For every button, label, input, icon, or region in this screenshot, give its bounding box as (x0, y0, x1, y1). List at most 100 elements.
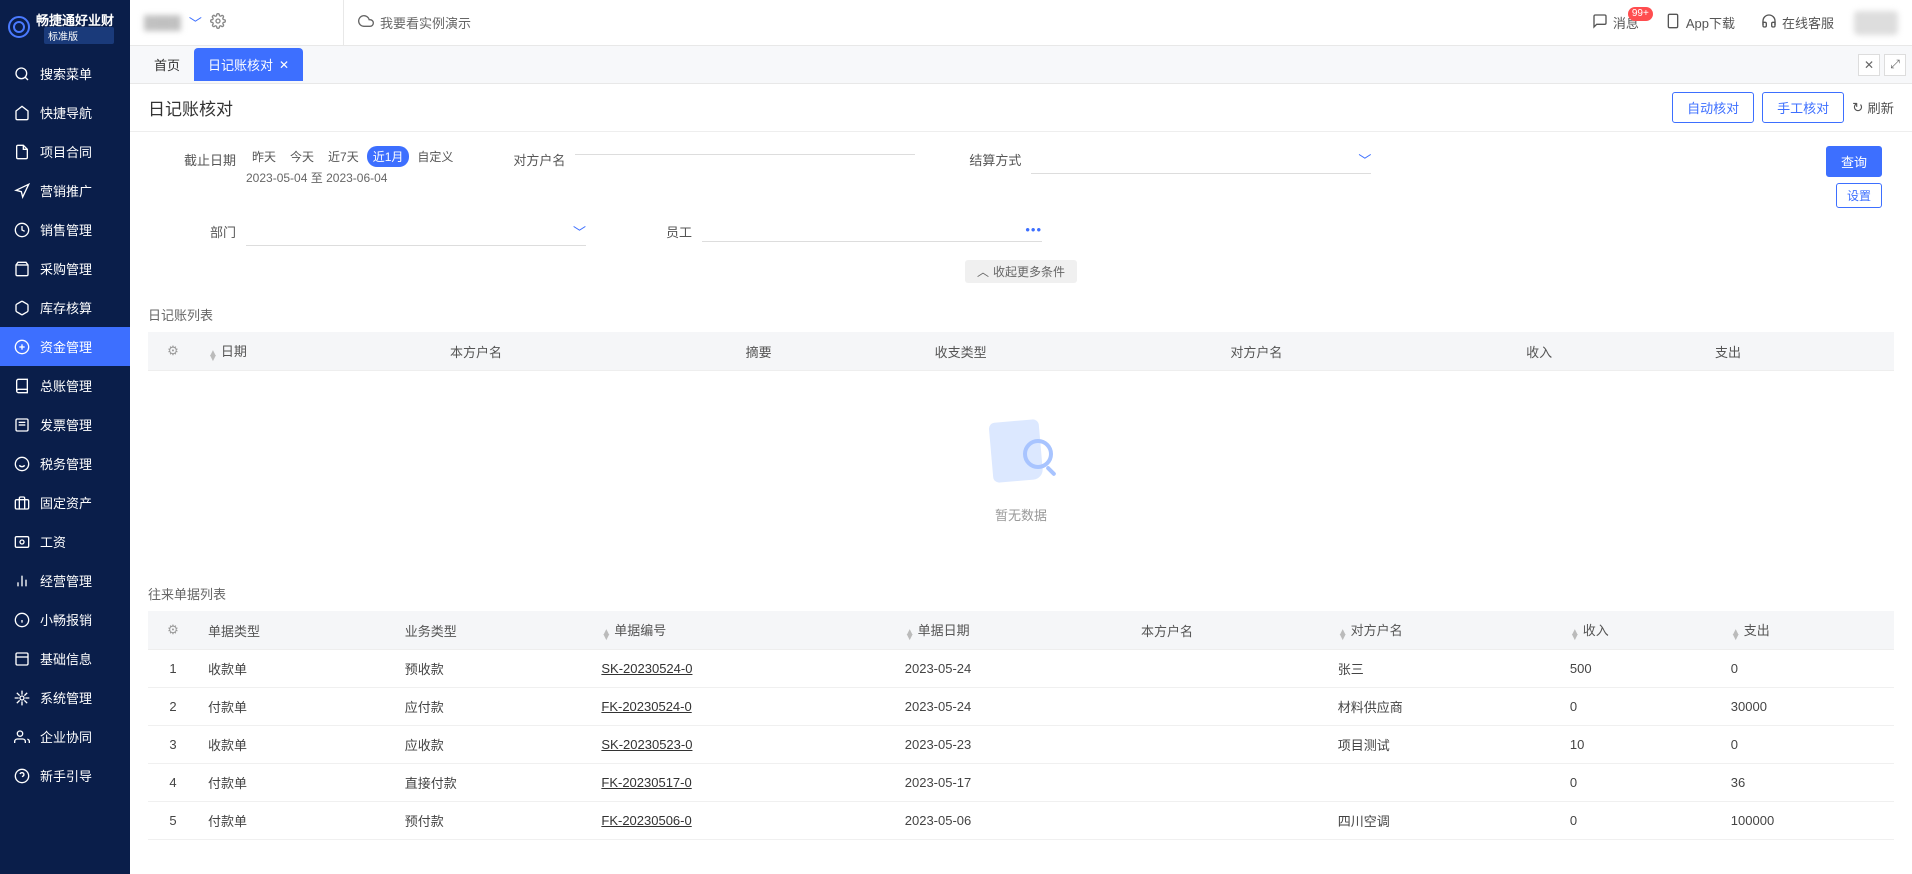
sidebar-item-salary[interactable]: 工资 (0, 522, 130, 561)
sidebar-item-label: 库存核算 (40, 298, 92, 317)
avatar[interactable] (1854, 11, 1898, 35)
cell-doc-no[interactable]: FK-20230524-0 (591, 688, 894, 726)
sidebar-item-ledger[interactable]: 总账管理 (0, 366, 130, 405)
ledger-icon (14, 378, 30, 394)
cell-doc-no[interactable]: SK-20230523-0 (591, 726, 894, 764)
cell-date: 2023-05-24 (895, 650, 1131, 688)
sidebar-item-label: 项目合同 (40, 142, 92, 161)
bills-col-6[interactable]: ▲▼收入 (1560, 611, 1721, 650)
sidebar-item-fund[interactable]: 资金管理 (0, 327, 130, 366)
cell-our (1131, 802, 1328, 840)
sidebar-item-corp[interactable]: 企业协同 (0, 717, 130, 756)
refresh-button[interactable]: ↻ 刷新 (1852, 98, 1894, 117)
logo-icon (8, 16, 30, 38)
journal-col-5[interactable]: 收入 (1516, 332, 1705, 371)
date-preset-3[interactable]: 近1月 (367, 146, 410, 167)
refresh-icon: ↻ (1852, 100, 1863, 116)
sort-icon: ▲▼ (1570, 630, 1580, 640)
bills-col-1[interactable]: 业务类型 (395, 611, 592, 650)
table-row[interactable]: 2付款单应付款FK-20230524-02023-05-24材料供应商03000… (148, 688, 1894, 726)
tab-1[interactable]: 日记账核对✕ (194, 48, 303, 81)
sidebar-item-sales[interactable]: 销售管理 (0, 210, 130, 249)
collapse-filters-button[interactable]: ︿ 收起更多条件 (965, 260, 1077, 283)
journal-col-6[interactable]: 支出 (1705, 332, 1894, 371)
date-preset-2[interactable]: 近7天 (322, 146, 365, 167)
cell-biz-type: 应收款 (395, 726, 592, 764)
cell-doc-no[interactable]: FK-20230517-0 (591, 764, 894, 802)
employee-select[interactable]: ••• (702, 218, 1042, 242)
sidebar-item-sys[interactable]: 系统管理 (0, 678, 130, 717)
manual-check-button[interactable]: 手工核对 (1762, 92, 1844, 123)
bills-col-5[interactable]: ▲▼对方户名 (1328, 611, 1560, 650)
tab-close-all[interactable]: ✕ (1858, 54, 1880, 76)
dept-select[interactable]: ﹀ (246, 218, 586, 246)
bills-col-7[interactable]: ▲▼支出 (1721, 611, 1894, 650)
settle-select[interactable]: ﹀ (1031, 146, 1371, 174)
table-row[interactable]: 1收款单预收款SK-20230524-02023-05-24张三5000 (148, 650, 1894, 688)
sidebar-item-label: 总账管理 (40, 376, 92, 395)
date-presets: 昨天今天近7天近1月自定义 (246, 146, 459, 167)
demo-link[interactable]: 我要看实例演示 (358, 13, 471, 32)
date-preset-4[interactable]: 自定义 (411, 146, 459, 167)
fund-icon (14, 339, 30, 355)
sidebar-item-label: 税务管理 (40, 454, 92, 473)
table-row[interactable]: 4付款单直接付款FK-20230517-02023-05-17036 (148, 764, 1894, 802)
journal-title: 日记账列表 (148, 305, 1894, 324)
table-row[interactable]: 3收款单应收款SK-20230523-02023-05-23项目测试100 (148, 726, 1894, 764)
gear-column[interactable]: ⚙ (148, 611, 198, 650)
setting-button[interactable]: 设置 (1836, 183, 1882, 208)
row-num: 5 (148, 802, 198, 840)
app-download-button[interactable]: App下载 (1659, 13, 1741, 32)
cell-doc-type: 付款单 (198, 764, 395, 802)
sidebar-item-home[interactable]: 快捷导航 (0, 93, 130, 132)
table-row[interactable]: 5付款单预付款FK-20230506-02023-05-06四川空调010000… (148, 802, 1894, 840)
bills-col-2[interactable]: ▲▼单据编号 (591, 611, 894, 650)
cell-out: 0 (1721, 726, 1894, 764)
bills-col-0[interactable]: 单据类型 (198, 611, 395, 650)
cell-biz-type: 直接付款 (395, 764, 592, 802)
sidebar-item-stock[interactable]: 库存核算 (0, 288, 130, 327)
sidebar-item-guide[interactable]: 新手引导 (0, 756, 130, 795)
sidebar-item-asset[interactable]: 固定资产 (0, 483, 130, 522)
cell-our (1131, 764, 1328, 802)
sidebar-item-label: 系统管理 (40, 688, 92, 707)
tab-0[interactable]: 首页 (140, 48, 194, 81)
cell-doc-type: 付款单 (198, 688, 395, 726)
bills-col-4[interactable]: 本方户名 (1131, 611, 1328, 650)
journal-col-4[interactable]: 对方户名 (1220, 332, 1516, 371)
sidebar-item-search[interactable]: 搜索菜单 (0, 54, 130, 93)
cell-doc-no[interactable]: SK-20230524-0 (591, 650, 894, 688)
bills-col-3[interactable]: ▲▼单据日期 (895, 611, 1131, 650)
journal-col-0[interactable]: ▲▼日期 (198, 332, 440, 371)
date-preset-1[interactable]: 今天 (284, 146, 320, 167)
sidebar-item-promo[interactable]: 营销推广 (0, 171, 130, 210)
page-header: 日记账核对 自动核对 手工核对 ↻ 刷新 (130, 84, 1912, 132)
cell-doc-no[interactable]: FK-20230506-0 (591, 802, 894, 840)
journal-col-3[interactable]: 收支类型 (925, 332, 1221, 371)
sidebar-item-base[interactable]: 基础信息 (0, 639, 130, 678)
company-selector[interactable]: ████ ﹀ (144, 0, 344, 45)
message-button[interactable]: 消息 99+ (1586, 13, 1645, 32)
sidebar-item-report[interactable]: 小畅报销 (0, 600, 130, 639)
asset-icon (14, 495, 30, 511)
service-button[interactable]: 在线客服 (1755, 13, 1840, 32)
journal-col-2[interactable]: 摘要 (736, 332, 925, 371)
sidebar-item-purchase[interactable]: 采购管理 (0, 249, 130, 288)
close-icon[interactable]: ✕ (279, 58, 289, 72)
counterparty-input[interactable] (575, 146, 915, 155)
date-preset-0[interactable]: 昨天 (246, 146, 282, 167)
biz-icon (14, 573, 30, 589)
cell-their: 张三 (1328, 650, 1560, 688)
tab-expand[interactable]: ⤢ (1884, 54, 1906, 76)
sidebar-item-biz[interactable]: 经营管理 (0, 561, 130, 600)
sidebar-item-tax[interactable]: 税务管理 (0, 444, 130, 483)
gear-icon[interactable] (210, 13, 226, 32)
auto-check-button[interactable]: 自动核对 (1672, 92, 1754, 123)
sidebar-item-contract[interactable]: 项目合同 (0, 132, 130, 171)
brand-name: 畅捷通好业财 (36, 10, 114, 29)
journal-col-1[interactable]: 本方户名 (440, 332, 736, 371)
gear-column[interactable]: ⚙ (148, 332, 198, 371)
cell-date: 2023-05-17 (895, 764, 1131, 802)
query-button[interactable]: 查询 (1826, 146, 1882, 177)
sidebar-item-invoice[interactable]: 发票管理 (0, 405, 130, 444)
